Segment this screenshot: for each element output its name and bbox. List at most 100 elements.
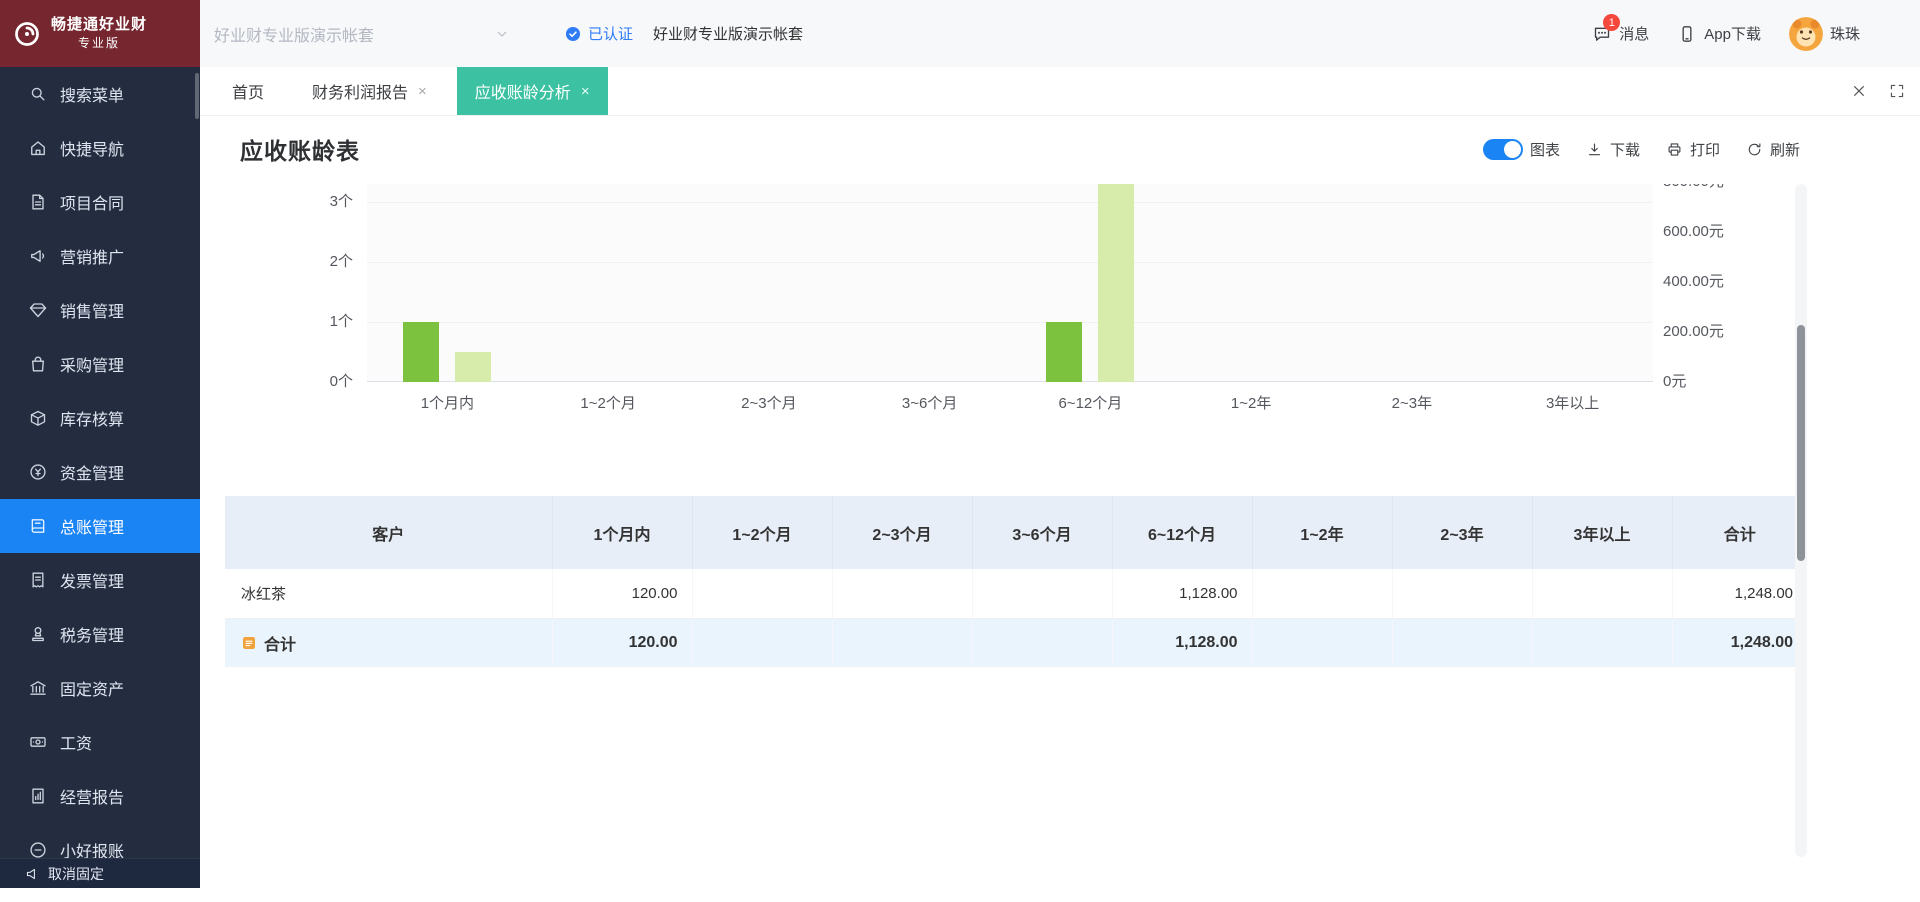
- total-cell-4: [972, 618, 1113, 667]
- total-label: 合计: [264, 636, 297, 654]
- certified-label: 已认证: [588, 26, 634, 43]
- sidebar-item-9[interactable]: 发票管理: [0, 553, 200, 607]
- column-header-0: 客户: [225, 496, 553, 569]
- tab-actions: [1850, 67, 1920, 115]
- sidebar-item-11[interactable]: 固定资产: [0, 661, 200, 715]
- tab-label: 应收账龄分析: [474, 85, 571, 102]
- sidebar: 畅捷通好业财 专业版 搜索菜单快捷导航项目合同营销推广销售管理采购管理库存核算资…: [0, 0, 200, 888]
- chart-toggle-switch[interactable]: [1482, 138, 1523, 160]
- sidebar-item-13[interactable]: 经营报告: [0, 769, 200, 823]
- cell-0-0: 冰红茶: [225, 569, 553, 619]
- sidebar-menu: 搜索菜单快捷导航项目合同营销推广销售管理采购管理库存核算 资金管理 总账管理 发票管理…: [0, 67, 200, 858]
- chart-toggle[interactable]: 图表: [1482, 138, 1560, 160]
- total-cell-0: 合计: [225, 618, 553, 667]
- count-bar-4: [1046, 322, 1083, 382]
- tabs: 首页 财务利润报告 × 应收账龄分析 ×: [214, 67, 620, 115]
- right-axis-tick: 600.00元: [1663, 223, 1724, 240]
- cell-0-1: 120.00: [552, 569, 693, 619]
- certified-icon: [564, 25, 582, 43]
- sidebar-scrollbar-thumb[interactable]: [195, 73, 199, 119]
- right-axis-tick: 800.00元: [1663, 184, 1724, 191]
- tab-2[interactable]: 应收账龄分析 ×: [456, 67, 608, 115]
- tab-1[interactable]: 财务利润报告 ×: [294, 67, 445, 115]
- column-header-7: 2~3年: [1392, 496, 1533, 569]
- user-menu[interactable]: 珠珠: [1788, 16, 1860, 51]
- download-label: 下载: [1609, 141, 1640, 159]
- refresh-label: 刷新: [1769, 141, 1800, 159]
- certified-badge: 已认证: [564, 23, 633, 44]
- tab-0[interactable]: 首页: [214, 67, 282, 115]
- total-cell-7: [1392, 618, 1533, 667]
- avatar: [1788, 16, 1823, 51]
- print-button[interactable]: 打印: [1666, 139, 1720, 160]
- cell-0-4: [972, 569, 1113, 619]
- left-axis-tick: 3个: [329, 193, 353, 210]
- table-row-0[interactable]: 冰红茶 120.00 1,128.00 1,248.00: [225, 569, 1807, 619]
- refresh-button[interactable]: 刷新: [1746, 139, 1800, 160]
- left-axis-tick: 1个: [329, 313, 353, 330]
- main-content: 应收账龄表 图表 下载 打印 刷新: [200, 116, 1920, 902]
- content-scrollbar-thumb[interactable]: [1797, 325, 1805, 561]
- sidebar-item-8[interactable]: 总账管理: [0, 499, 200, 553]
- x-axis-label: 2~3个月: [741, 395, 797, 412]
- sidebar-item-2[interactable]: 项目合同: [0, 175, 200, 229]
- logo-icon: [12, 19, 42, 49]
- sidebar-item-label: 采购管理: [60, 358, 125, 375]
- sidebar-item-label: 固定资产: [60, 682, 125, 699]
- left-axis-tick: 0个: [329, 373, 353, 390]
- app-download-button[interactable]: App下载: [1677, 23, 1761, 44]
- chart-toggle-label: 图表: [1529, 141, 1560, 159]
- header-actions: 1 消息 App下载: [1592, 14, 1860, 51]
- sidebar-item-14[interactable]: 小好报账: [0, 823, 200, 858]
- sidebar-item-label: 快捷导航: [60, 142, 125, 159]
- content-scrollbar[interactable]: [1795, 184, 1807, 857]
- fullscreen-icon[interactable]: [1888, 82, 1906, 100]
- cell-0-8: [1532, 569, 1673, 619]
- column-header-3: 2~3个月: [832, 496, 973, 569]
- sidebar-item-0[interactable]: 搜索菜单: [0, 67, 200, 121]
- sidebar-item-label: 项目合同: [60, 196, 125, 213]
- app-logo: 畅捷通好业财 专业版: [0, 0, 200, 67]
- total-cell-5: 1,128.00: [1112, 618, 1253, 667]
- column-header-9: 合计: [1672, 496, 1807, 569]
- column-header-1: 1个月内: [552, 496, 693, 569]
- close-icon[interactable]: [1850, 82, 1868, 100]
- count-bar-0: [403, 322, 440, 382]
- app-download-label: App下载: [1704, 26, 1761, 43]
- sidebar-item-12[interactable]: 工资: [0, 715, 200, 769]
- sidebar-item-label: 搜索菜单: [60, 88, 125, 105]
- print-icon: [1666, 141, 1683, 158]
- column-header-5: 6~12个月: [1112, 496, 1253, 569]
- sidebar-item-3[interactable]: 营销推广: [0, 229, 200, 283]
- x-axis-label: 3年以上: [1545, 395, 1600, 412]
- sidebar-item-4[interactable]: 销售管理: [0, 283, 200, 337]
- cell-0-2: [692, 569, 833, 619]
- stamp-icon: [28, 624, 48, 644]
- total-cell-2: [692, 618, 833, 667]
- megaphone-icon: [28, 246, 48, 266]
- sidebar-item-1[interactable]: 快捷导航: [0, 121, 200, 175]
- box-icon: [28, 408, 48, 428]
- chevron-down-icon: [494, 26, 510, 42]
- total-cell-6: [1252, 618, 1393, 667]
- tab-close-icon[interactable]: ×: [418, 82, 427, 100]
- sidebar-item-7[interactable]: 资金管理: [0, 445, 200, 499]
- tab-close-icon[interactable]: ×: [580, 82, 590, 100]
- sidebar-item-10[interactable]: 税务管理: [0, 607, 200, 661]
- total-cell-9: 1,248.00: [1730, 633, 1793, 651]
- messages-label: 消息: [1619, 26, 1650, 43]
- sidebar-item-6[interactable]: 库存核算: [0, 391, 200, 445]
- account-dropdown[interactable]: 好业财专业版演示帐套: [214, 22, 510, 46]
- sidebar-item-5[interactable]: 采购管理: [0, 337, 200, 391]
- unpin-button[interactable]: 取消固定: [0, 858, 200, 888]
- download-icon: [1586, 141, 1603, 158]
- diamond-icon: [28, 300, 48, 320]
- aging-chart: 0个 1个 2个 3个 0元 200.00元 400.00元 600.00元 800.00元 1个…: [225, 184, 1807, 424]
- download-button[interactable]: 下载: [1586, 139, 1640, 160]
- sidebar-item-label: 销售管理: [60, 304, 125, 321]
- phone-icon: [1677, 24, 1697, 44]
- cell-0-7: [1392, 569, 1533, 619]
- messages-button[interactable]: 1 消息: [1592, 14, 1650, 44]
- total-icon: [241, 635, 257, 651]
- search-icon: [28, 84, 48, 104]
